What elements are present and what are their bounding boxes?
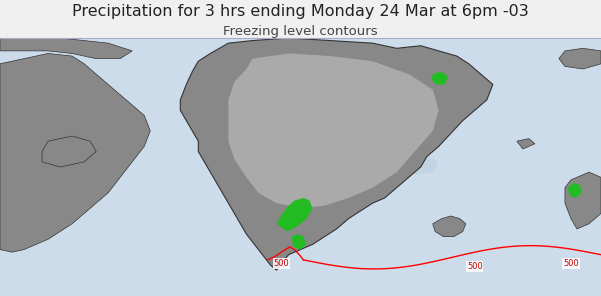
Polygon shape [291,234,307,250]
Polygon shape [517,139,535,149]
Polygon shape [276,198,313,231]
Polygon shape [385,105,427,126]
Polygon shape [42,136,96,167]
Text: 500: 500 [563,259,579,268]
Text: 500: 500 [467,262,483,271]
Polygon shape [0,38,132,59]
Polygon shape [180,38,493,270]
Polygon shape [0,54,150,252]
Polygon shape [432,72,448,84]
Polygon shape [568,182,582,198]
Text: 500: 500 [273,259,289,268]
Polygon shape [565,172,601,229]
Text: Freezing level contours: Freezing level contours [223,25,378,38]
Polygon shape [559,48,601,69]
Polygon shape [228,54,439,208]
Text: Precipitation for 3 hrs ending Monday 24 Mar at 6pm -03: Precipitation for 3 hrs ending Monday 24… [72,4,529,19]
Polygon shape [433,216,466,237]
Polygon shape [409,157,439,175]
